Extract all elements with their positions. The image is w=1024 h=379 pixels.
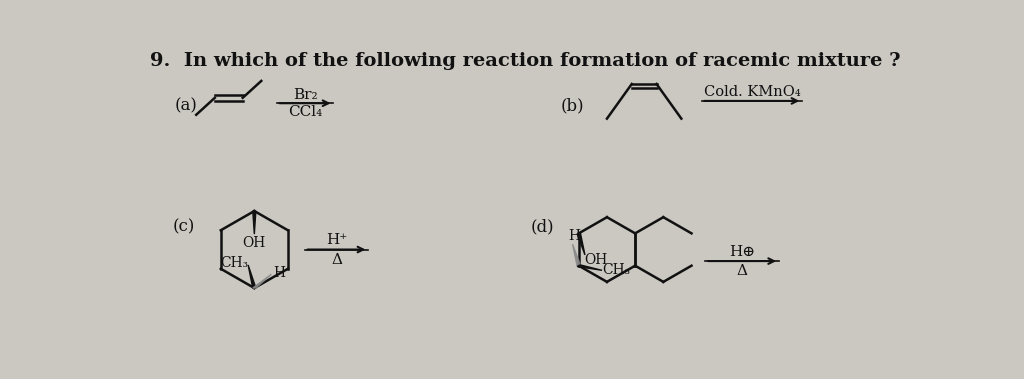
Polygon shape	[248, 265, 256, 288]
Text: 9.  In which of the following reaction formation of racemic mixture ?: 9. In which of the following reaction fo…	[150, 52, 900, 70]
Text: H: H	[568, 229, 581, 243]
Text: (b): (b)	[560, 97, 584, 114]
Polygon shape	[578, 233, 585, 255]
Text: Cold. KMnO₄: Cold. KMnO₄	[703, 85, 800, 99]
Text: H: H	[273, 266, 285, 280]
Polygon shape	[578, 265, 602, 270]
Text: CCl₄: CCl₄	[288, 105, 323, 119]
Text: Δ: Δ	[736, 264, 748, 278]
Text: CH₃: CH₃	[602, 263, 630, 277]
Text: (c): (c)	[173, 218, 196, 235]
Polygon shape	[253, 274, 271, 288]
Text: OH: OH	[584, 252, 607, 266]
Text: OH: OH	[243, 236, 266, 250]
Text: Br₂: Br₂	[293, 88, 317, 102]
Polygon shape	[253, 211, 256, 234]
Text: H⁺: H⁺	[326, 233, 347, 247]
Text: (a): (a)	[174, 97, 198, 114]
Text: H⊕: H⊕	[729, 245, 755, 259]
Text: (d): (d)	[531, 218, 555, 235]
Polygon shape	[572, 244, 581, 266]
Text: Δ: Δ	[331, 252, 342, 266]
Text: CH₃: CH₃	[220, 256, 248, 270]
